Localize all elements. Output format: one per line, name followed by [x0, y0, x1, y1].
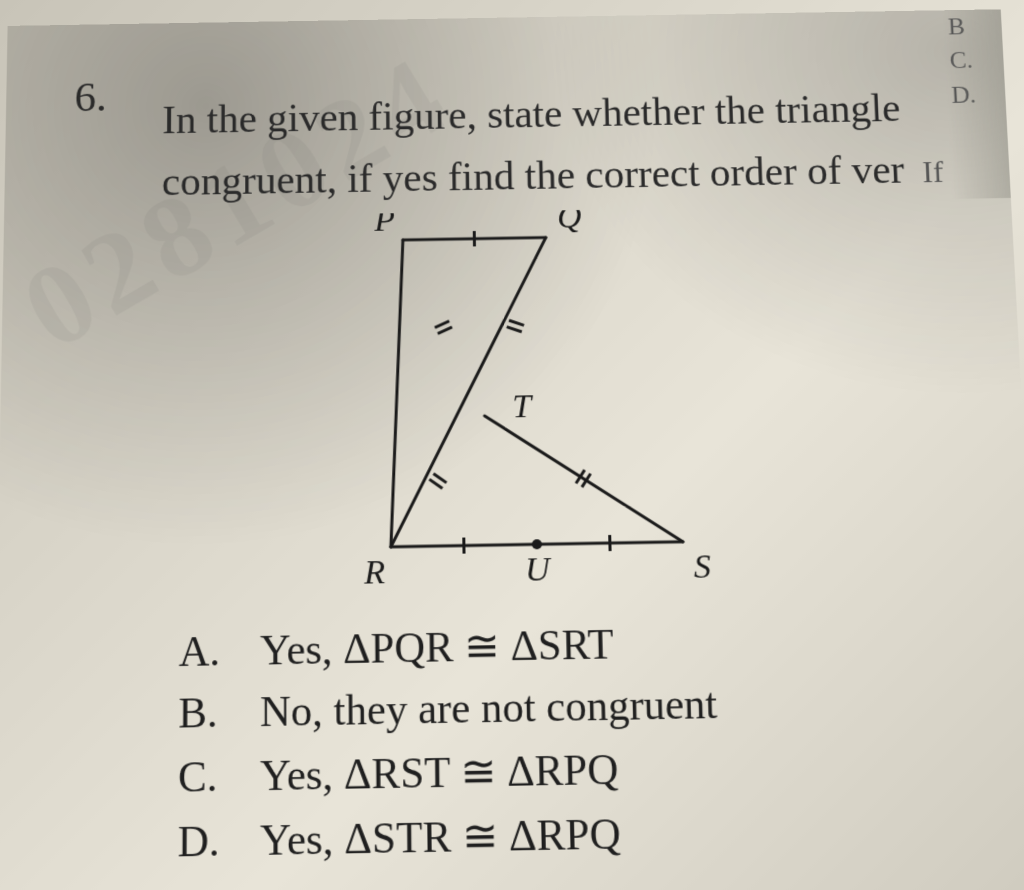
option-b: B. No, they are not congruent: [178, 675, 998, 739]
option-letter: D.: [178, 816, 260, 868]
question-edge-fragment: If: [922, 154, 945, 189]
svg-text:R: R: [363, 553, 385, 591]
svg-text:S: S: [693, 548, 712, 586]
option-c: C. Yes, ΔRST ≅ ΔRPQ: [178, 737, 1002, 803]
option-letter: A.: [179, 627, 260, 677]
question-number: 6.: [74, 73, 107, 122]
option-d: D. Yes, ΔSTR ≅ ΔRPQ: [178, 801, 1005, 868]
option-text: Yes, ΔSTR ≅ ΔRPQ: [260, 808, 621, 867]
textbook-page: 0281024 B C. D. 6. In the given figure, …: [0, 9, 1024, 890]
svg-text:T: T: [512, 388, 534, 426]
edge-letter: B: [947, 10, 973, 44]
svg-text:Q: Q: [557, 208, 582, 236]
svg-text:U: U: [525, 550, 552, 588]
question-line2: congruent, if yes find the correct order…: [162, 148, 906, 204]
option-letter: C.: [178, 752, 260, 803]
question-line1: In the given figure, state whether the t…: [162, 87, 901, 143]
geometry-diagram: P Q R S T U: [309, 208, 725, 599]
diagram-svg: P Q R S T U: [309, 208, 725, 599]
diagram-lines: P Q R S T U: [360, 208, 711, 592]
option-a: A. Yes, ΔPQR ≅ ΔSRT: [179, 612, 996, 677]
answer-options: A. Yes, ΔPQR ≅ ΔSRT B. No, they are not …: [177, 612, 1005, 880]
svg-text:P: P: [373, 208, 395, 239]
option-text: No, they are not congruent: [260, 680, 718, 737]
option-text: Yes, ΔPQR ≅ ΔSRT: [260, 619, 614, 676]
edge-letter: C.: [949, 44, 975, 79]
option-letter: B.: [178, 688, 260, 739]
question-text: In the given figure, state whether the t…: [162, 77, 982, 214]
option-text: Yes, ΔRST ≅ ΔRPQ: [260, 743, 619, 801]
